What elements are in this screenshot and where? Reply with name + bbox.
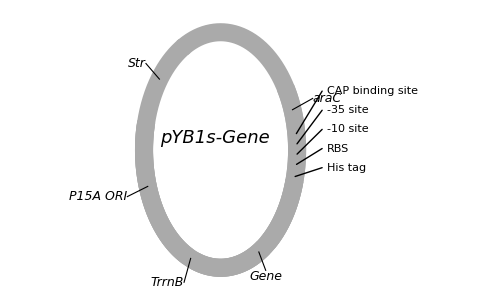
Text: -35 site: -35 site	[326, 105, 368, 115]
Polygon shape	[262, 240, 271, 248]
Text: CAP binding site: CAP binding site	[326, 86, 418, 96]
Text: RBS: RBS	[326, 143, 349, 154]
Polygon shape	[290, 169, 302, 175]
Polygon shape	[189, 254, 197, 264]
Text: Gene: Gene	[249, 270, 282, 284]
Text: Str: Str	[128, 57, 146, 70]
Polygon shape	[142, 110, 153, 117]
Polygon shape	[185, 38, 193, 48]
Text: TrrnB: TrrnB	[150, 276, 184, 289]
Text: pYB1s-Gene: pYB1s-Gene	[160, 129, 270, 147]
Text: -10 site: -10 site	[326, 124, 368, 134]
Text: His tag: His tag	[326, 163, 366, 173]
Text: P15A ORI: P15A ORI	[69, 190, 128, 203]
Text: araC: araC	[312, 92, 342, 105]
